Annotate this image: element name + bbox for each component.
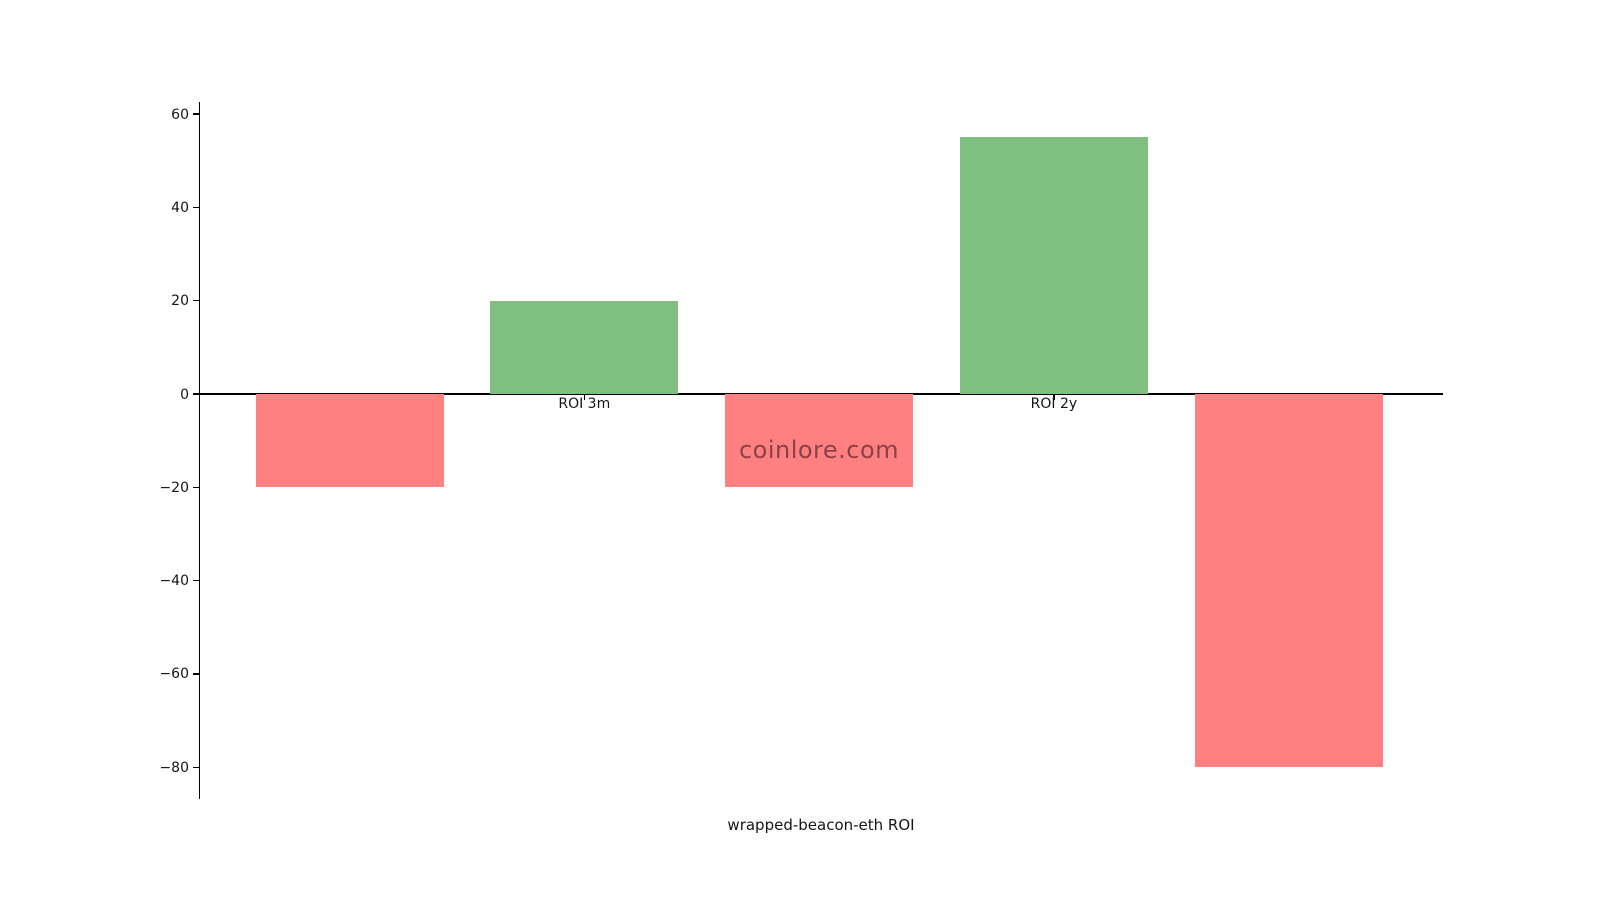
- bar: [725, 394, 914, 488]
- y-tick-mark: [193, 486, 199, 488]
- x-axis-label: wrapped-beacon-eth ROI: [727, 816, 915, 834]
- x-tick-mark: [1053, 394, 1055, 400]
- y-tick-mark: [193, 300, 199, 302]
- y-tick-mark: [193, 673, 199, 675]
- y-tick-mark: [193, 579, 199, 582]
- y-tick-label: −20: [159, 479, 189, 496]
- y-tick-label: 0: [180, 386, 189, 403]
- y-axis-line: [199, 101, 201, 799]
- y-tick-mark: [193, 766, 199, 768]
- y-tick-label: −40: [159, 573, 189, 590]
- y-tick-mark: [193, 206, 199, 209]
- x-axis-zero-line: [199, 393, 1443, 395]
- x-tick-label: ROI 2y: [1030, 396, 1078, 412]
- x-tick-mark: [583, 394, 585, 400]
- bar: [255, 394, 444, 488]
- watermark-text: coinlore.com: [738, 436, 900, 465]
- y-tick-label: 60: [171, 106, 189, 123]
- y-tick-label: 40: [171, 199, 189, 216]
- x-tick-label: ROI 3m: [558, 396, 611, 412]
- y-tick-mark: [193, 113, 199, 115]
- y-tick-label: −80: [159, 759, 189, 776]
- y-tick-label: 20: [171, 293, 189, 310]
- bar: [490, 300, 679, 394]
- y-tick-label: −60: [159, 666, 189, 683]
- y-tick-mark: [193, 393, 199, 395]
- bar: [959, 137, 1148, 394]
- bar: [1194, 394, 1383, 768]
